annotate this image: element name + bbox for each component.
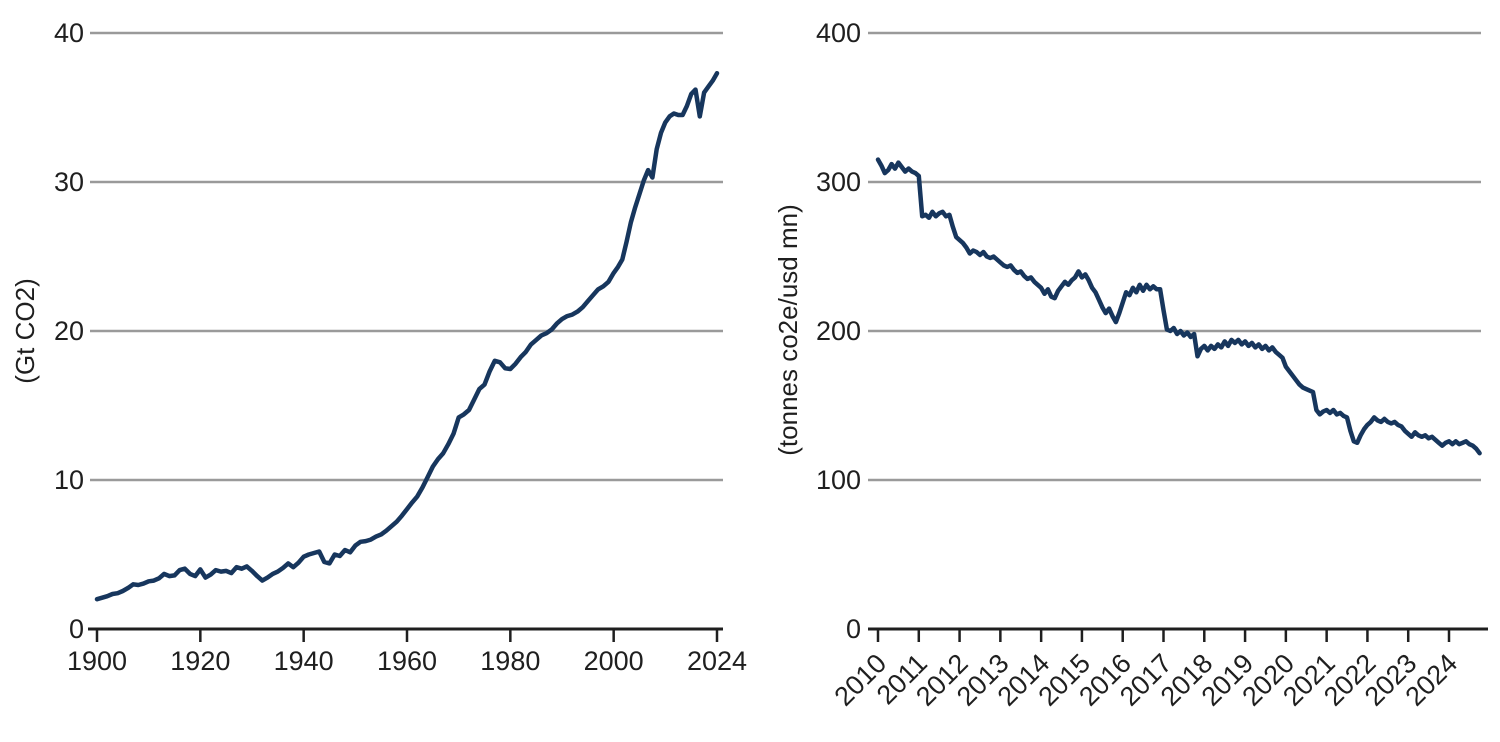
y-axis-title: (Gt CO2) [10, 278, 40, 383]
carbon-intensity-line [875, 157, 1482, 456]
y-tick-label: 200 [816, 316, 861, 346]
y-tick-label: 40 [54, 18, 84, 48]
x-tick-label: 1980 [480, 646, 540, 676]
x-tick-label: 1920 [170, 646, 230, 676]
y-tick-label: 0 [846, 614, 861, 644]
y-tick-label: 30 [54, 167, 84, 197]
carbon-intensity-chart: 0100200300400201020112012201320142015201… [773, 18, 1488, 712]
y-axis-title: (tonnes co2e/usd mn) [773, 204, 803, 455]
y-tick-label: 100 [816, 465, 861, 495]
x-tick-label: 1960 [377, 646, 437, 676]
y-tick-label: 20 [54, 316, 84, 346]
x-tick-label: 1900 [67, 646, 127, 676]
x-tick-label: 2024 [687, 646, 747, 676]
y-tick-label: 400 [816, 18, 861, 48]
y-tick-label: 0 [69, 614, 84, 644]
global-co2-emissions-line [94, 70, 720, 602]
y-tick-label: 10 [54, 465, 84, 495]
x-tick-label: 1940 [274, 646, 334, 676]
x-tick-label: 2000 [584, 646, 644, 676]
y-tick-label: 300 [816, 167, 861, 197]
co2-emissions-chart: 0 10 20 30 40 1900 1920 1940 1960 1980 2000 2024 (Gt… [10, 18, 747, 676]
